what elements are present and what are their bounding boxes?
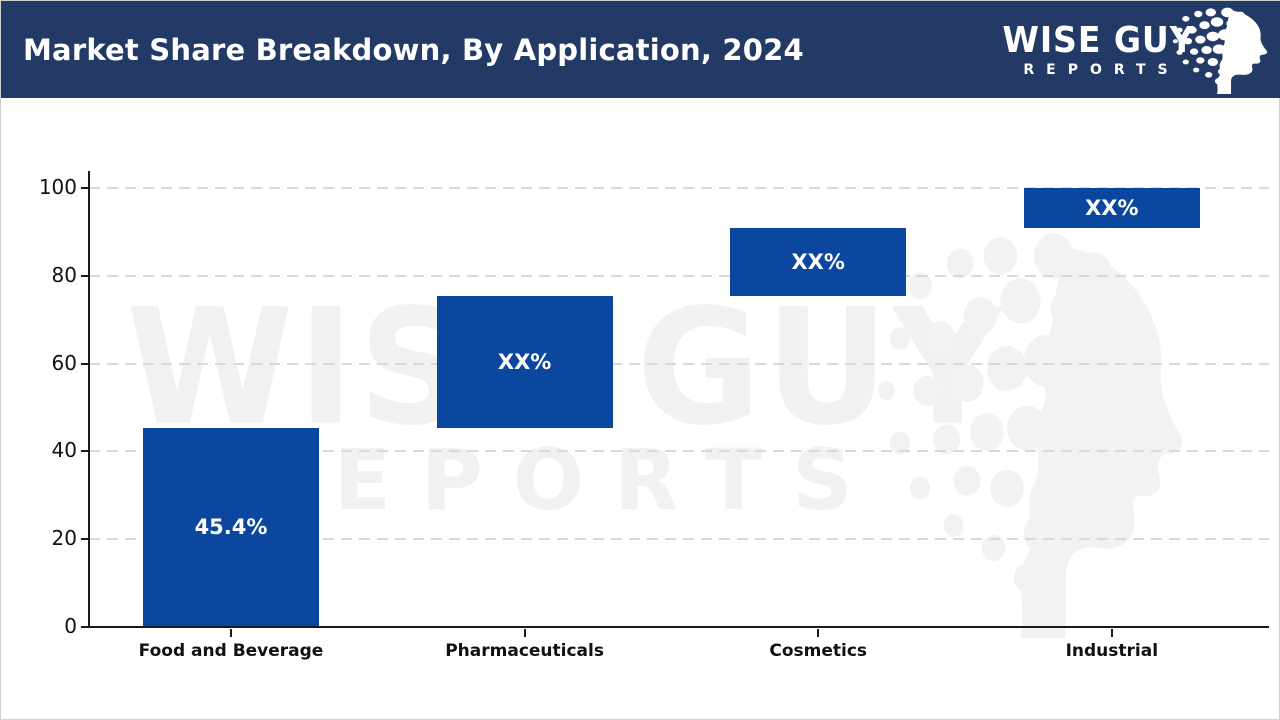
bar-industrial: XX% bbox=[1023, 188, 1200, 228]
x-tick-mark-food-and-beverage bbox=[230, 629, 232, 637]
y-tick-label-40: 40 bbox=[51, 438, 77, 463]
bar-value-label-food-and-beverage: 45.4% bbox=[194, 515, 268, 540]
x-tick-label-food-and-beverage: Food and Beverage bbox=[138, 641, 324, 661]
y-tick-mark-0 bbox=[81, 626, 89, 628]
y-tick-label-100: 100 bbox=[38, 175, 77, 199]
bar-value-label-industrial: XX% bbox=[1085, 195, 1139, 220]
bar-value-label-pharmaceuticals: XX% bbox=[497, 349, 552, 374]
bar-pharmaceuticals: XX% bbox=[436, 295, 613, 428]
x-tick-label-industrial: Industrial bbox=[1065, 641, 1159, 661]
y-tick-mark-40 bbox=[81, 450, 89, 453]
y-tick-mark-100 bbox=[81, 187, 89, 189]
gridline-60 bbox=[89, 362, 1269, 365]
y-tick-mark-60 bbox=[81, 362, 89, 365]
header-bar: Market Share Breakdown, By Application, … bbox=[1, 1, 1280, 98]
x-tick-mark-pharmaceuticals bbox=[523, 629, 526, 637]
gridline-40 bbox=[89, 450, 1269, 453]
brand-name: WISE GUY bbox=[1002, 20, 1195, 61]
x-axis-line bbox=[88, 626, 1269, 628]
chart-title: Market Share Breakdown, By Application, … bbox=[23, 32, 804, 67]
y-tick-mark-80 bbox=[81, 274, 89, 277]
x-tick-mark-industrial bbox=[1110, 629, 1113, 637]
bar-cosmetics: XX% bbox=[730, 227, 907, 296]
x-tick-label-pharmaceuticals: Pharmaceuticals bbox=[445, 641, 604, 661]
y-tick-mark-20 bbox=[81, 538, 89, 541]
gridline-20 bbox=[89, 538, 1269, 541]
watermark-text-line2: REPORTS bbox=[239, 431, 883, 529]
x-tick-label-cosmetics: Cosmetics bbox=[769, 641, 868, 661]
brand-wordmark: WISE GUY REPORTS bbox=[994, 20, 1203, 79]
bar-food-and-beverage: 45.4% bbox=[143, 427, 319, 627]
gridline-80 bbox=[89, 274, 1269, 277]
brand-subtitle: REPORTS bbox=[1023, 62, 1180, 78]
y-tick-label-60: 60 bbox=[51, 350, 77, 375]
y-axis-line bbox=[88, 171, 90, 628]
y-tick-label-20: 20 bbox=[51, 526, 77, 551]
x-tick-mark-cosmetics bbox=[817, 629, 820, 637]
bar-value-label-cosmetics: XX% bbox=[791, 249, 845, 274]
y-tick-label-0: 0 bbox=[64, 614, 77, 638]
y-tick-label-80: 80 bbox=[51, 262, 77, 287]
brand-logo: WISE GUY REPORTS bbox=[994, 5, 1269, 95]
gridline-100 bbox=[89, 187, 1269, 189]
